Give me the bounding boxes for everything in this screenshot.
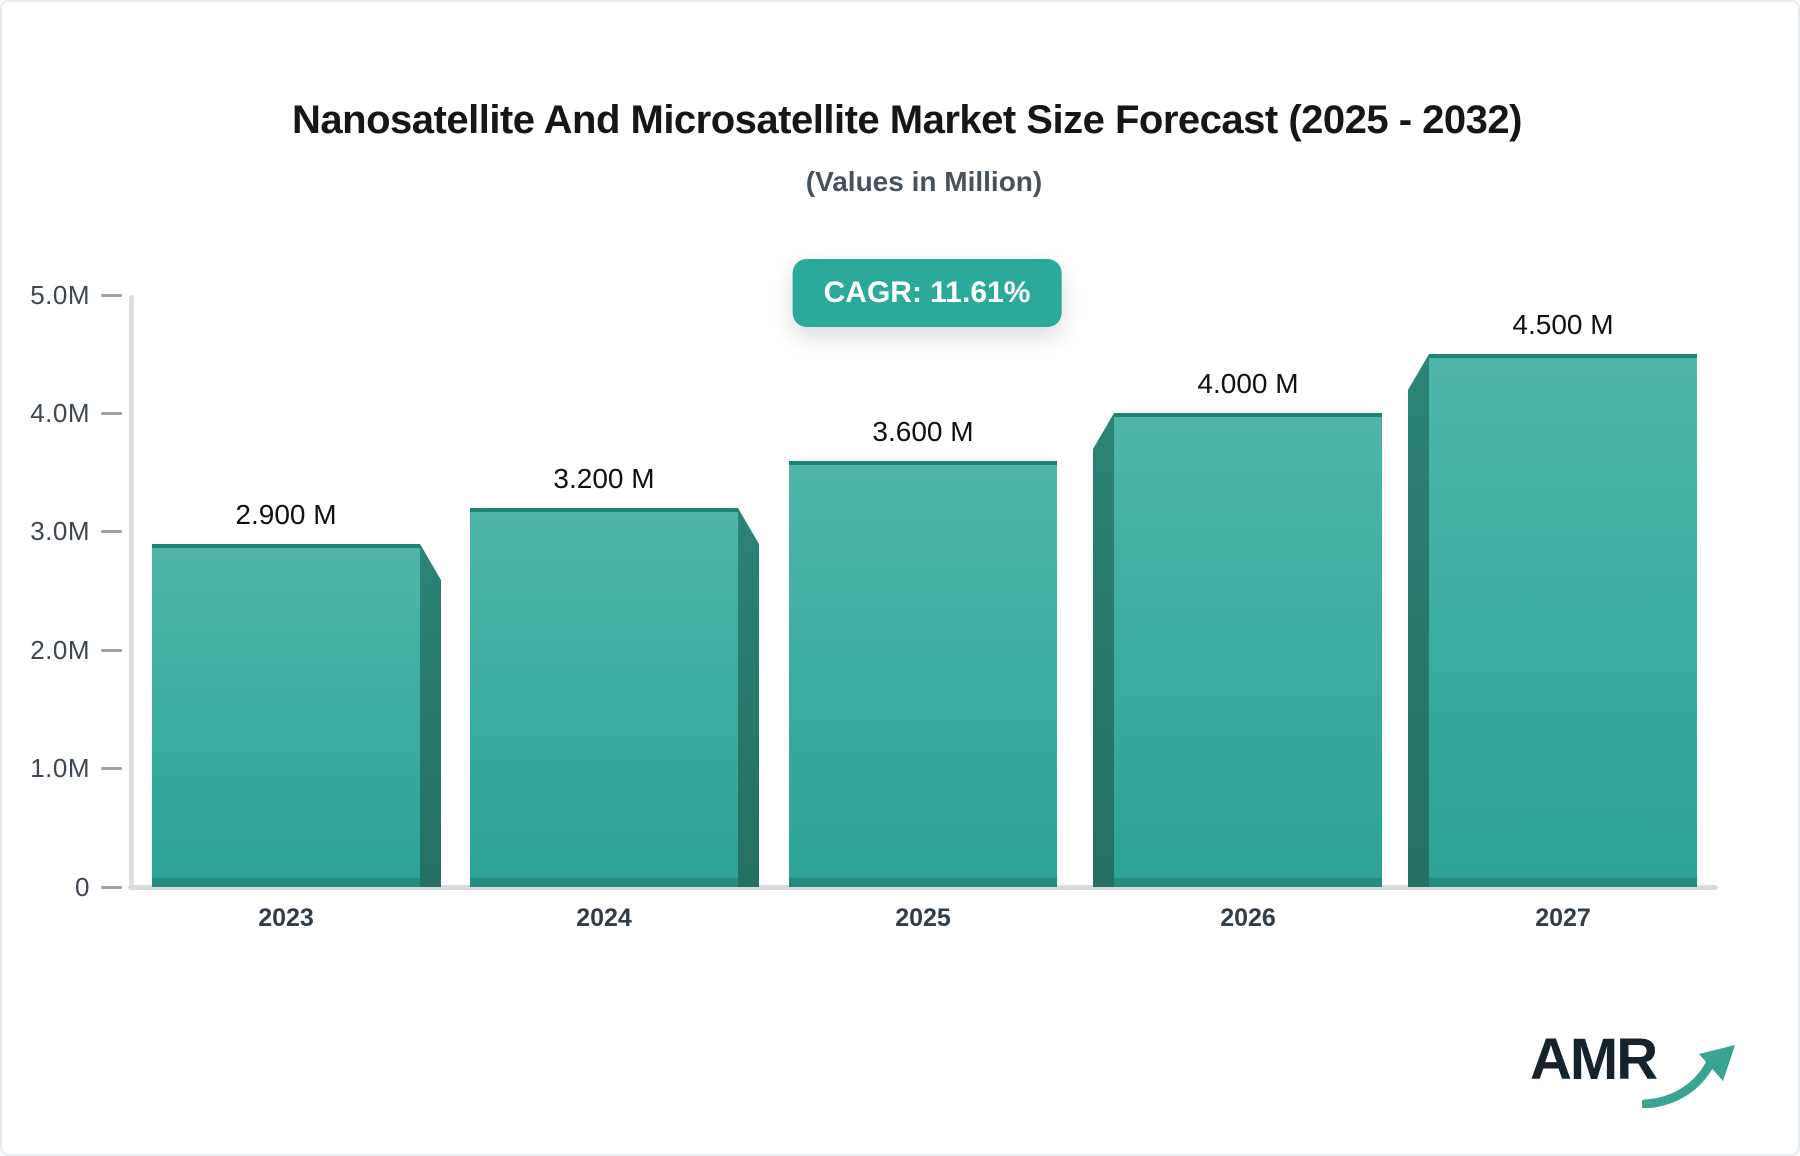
bar-face xyxy=(470,508,738,887)
brand-logo-text: AMR xyxy=(1530,1027,1658,1092)
bar-value-label: 3.200 M xyxy=(553,463,655,494)
y-axis-tick-label: 1.0M xyxy=(30,753,90,784)
y-axis-tick-label: 3.0M xyxy=(30,516,90,547)
bar-value-label: 4.500 M xyxy=(1512,309,1614,340)
x-axis-category-label: 2025 xyxy=(895,904,951,932)
y-axis-tick-label: 5.0M xyxy=(30,279,90,310)
cagr-badge-label: CAGR: 11.61% xyxy=(823,276,1031,309)
bar-group: 4.000 M 2026 xyxy=(1093,368,1382,932)
x-axis-category-label: 2024 xyxy=(576,904,632,932)
chart-title: Nanosatellite And Microsatellite Market … xyxy=(292,98,1522,142)
y-axis-tick-label: 2.0M xyxy=(30,634,90,665)
y-axis-tick-mark xyxy=(101,411,122,415)
bar-value-label: 3.600 M xyxy=(872,416,974,447)
bar-group: 3.200 M 2024 xyxy=(470,463,759,932)
y-axis-tick-mark xyxy=(101,767,122,771)
bar-value-label: 2.900 M xyxy=(235,499,337,530)
y-axis-tick-label: 4.0M xyxy=(30,397,90,428)
y-axis-tick: 5.0M xyxy=(2,280,122,310)
bar-side-face xyxy=(420,544,441,887)
x-axis-category-label: 2026 xyxy=(1220,904,1276,932)
y-axis-line xyxy=(129,295,134,887)
y-axis-tick-mark xyxy=(101,885,122,889)
bar-side-face xyxy=(738,508,759,887)
x-axis-line xyxy=(128,885,1718,890)
bar-face xyxy=(1429,354,1697,887)
y-axis-tick: 1.0M xyxy=(2,753,122,784)
cagr-badge: CAGR: 11.61% xyxy=(792,259,1062,327)
chart-subtitle: (Values in Million) xyxy=(805,166,1043,197)
brand-logo: AMR xyxy=(1530,1028,1737,1108)
bar-side-face xyxy=(1408,354,1429,887)
bar-face xyxy=(152,544,420,887)
y-axis-tick-label: 0 xyxy=(75,871,90,902)
x-axis-category-label: 2027 xyxy=(1535,904,1591,932)
y-axis-tick-mark xyxy=(101,293,122,297)
y-axis-tick: 0 xyxy=(2,872,122,902)
y-axis-tick: 2.0M xyxy=(2,635,122,665)
bar-face xyxy=(789,461,1057,887)
y-axis-tick-mark xyxy=(101,530,122,534)
bar-face xyxy=(1114,413,1382,887)
y-axis-tick-mark xyxy=(101,648,122,652)
bar-value-label: 4.000 M xyxy=(1197,368,1299,399)
y-axis-tick: 3.0M xyxy=(2,516,122,547)
bar-group: 2.900 M 2023 xyxy=(152,499,441,932)
growth-arrow-icon xyxy=(1642,1045,1736,1108)
bar-group: 3.600 M 2025 xyxy=(789,416,1057,932)
bar-side-face xyxy=(1093,413,1114,887)
y-axis-tick: 4.0M xyxy=(2,398,122,428)
bar-group: 4.500 M 2027 xyxy=(1408,309,1697,932)
x-axis-category-label: 2023 xyxy=(258,904,314,932)
